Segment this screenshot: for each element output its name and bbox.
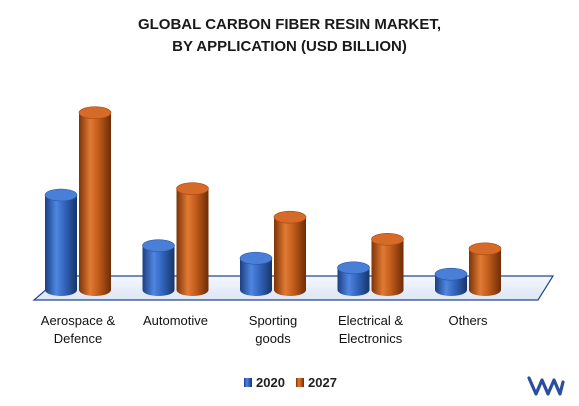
legend-label: 2020 — [256, 375, 285, 390]
category-label-2: goods — [255, 331, 291, 346]
category-label-0: Defence — [54, 331, 102, 346]
category-label-0: Aerospace & — [41, 313, 116, 328]
legend-item-2020: 2020 — [244, 375, 285, 390]
bars-layer — [44, 106, 502, 297]
bar-2027-1 — [176, 182, 209, 296]
chart-title-line-2: BY APPLICATION (USD BILLION) — [172, 38, 407, 55]
legend-item-2027: 2027 — [296, 375, 337, 390]
bar-2027-0 — [78, 106, 112, 297]
legend: 2020 2027 — [244, 375, 337, 390]
category-label-4: Others — [448, 313, 488, 328]
vmr-logo — [527, 376, 565, 396]
legend-swatch — [244, 378, 252, 387]
category-label-3: Electrical & — [338, 313, 403, 328]
chart-title-line-1: GLOBAL CARBON FIBER RESIN MARKET, — [137, 16, 442, 33]
bar-2027-2 — [273, 210, 307, 296]
legend-swatch — [296, 378, 304, 387]
category-label-2: Sporting — [249, 313, 297, 328]
category-label-1: Automotive — [143, 313, 208, 328]
bar-2020-0 — [44, 188, 78, 296]
bar-2020-2 — [239, 252, 273, 296]
bar-2020-3 — [337, 261, 370, 296]
bar-2027-4 — [468, 242, 502, 296]
category-label-3: Electronics — [339, 331, 403, 346]
category-labels: Aerospace & Defence Automotive Sporting good… — [41, 313, 488, 346]
legend-label: 2027 — [308, 375, 337, 390]
bar-2027-3 — [371, 233, 404, 296]
bar-2020-4 — [434, 267, 468, 296]
chart-title: GLOBAL CARBON FIBER RESIN MARKET, BY APP… — [0, 14, 579, 58]
bar-2020-1 — [142, 239, 175, 296]
